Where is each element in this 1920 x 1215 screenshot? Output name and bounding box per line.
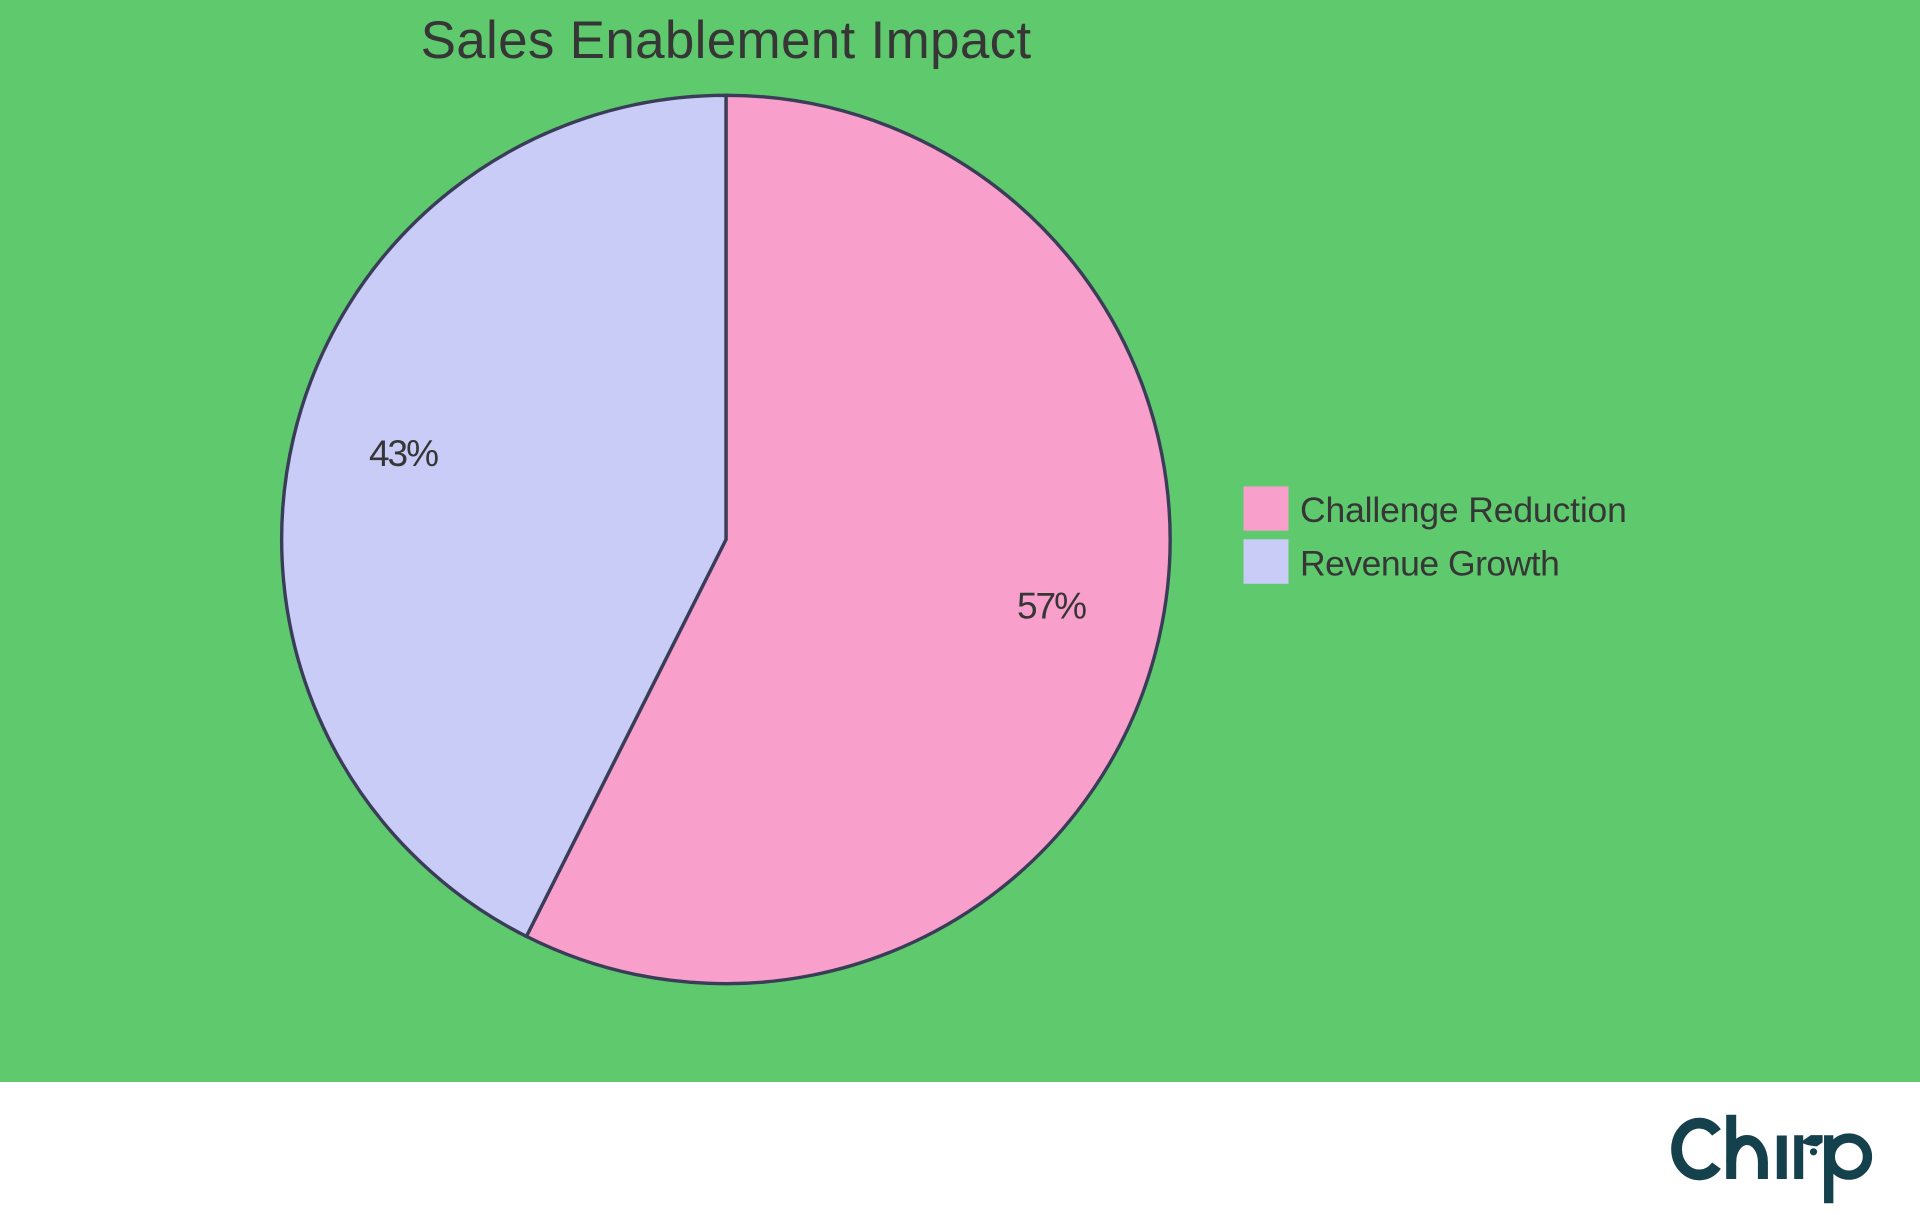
svg-text:Revenue Growth: Revenue Growth [1300, 544, 1559, 584]
svg-text:Challenge Reduction: Challenge Reduction [1300, 490, 1627, 530]
svg-text:43%: 43% [369, 433, 438, 474]
svg-text:57%: 57% [1017, 586, 1086, 627]
svg-text:Sales Enablement Impact: Sales Enablement Impact [421, 11, 1032, 70]
